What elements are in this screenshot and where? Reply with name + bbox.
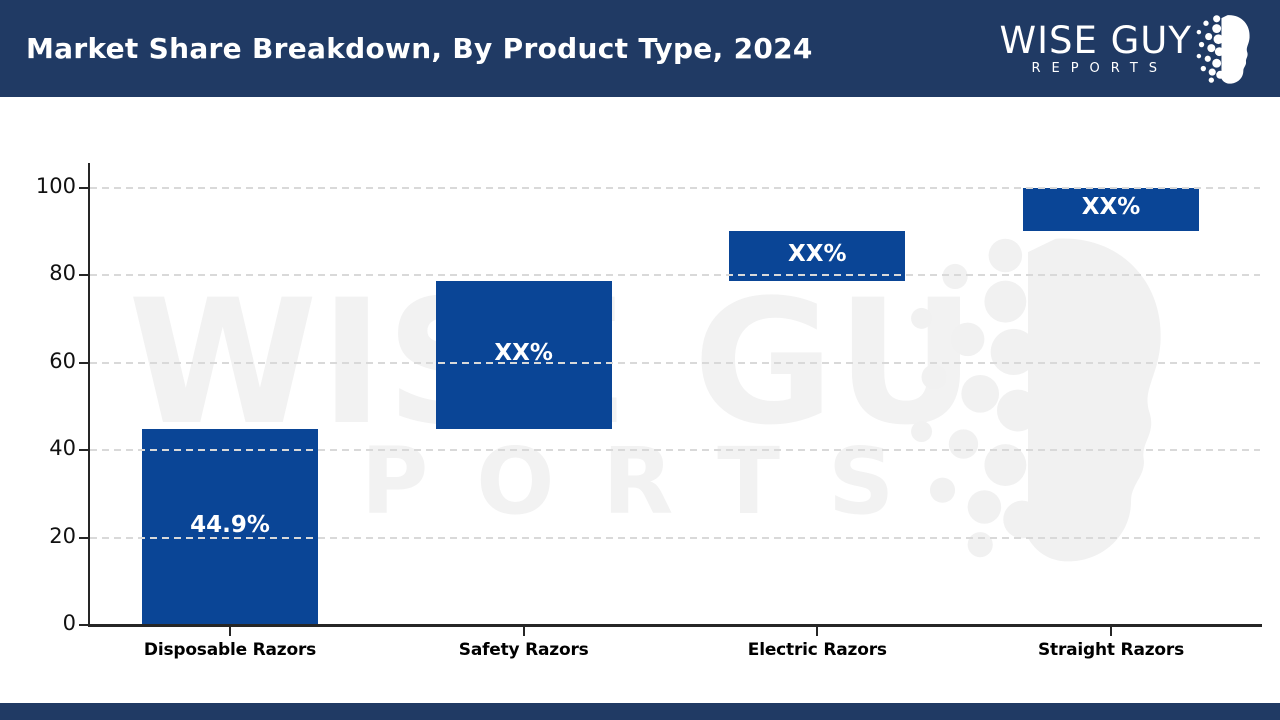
y-tick-mark xyxy=(79,361,88,364)
y-tick-label: 80 xyxy=(49,261,76,286)
logo-reports-label: REPORTS xyxy=(1031,61,1169,76)
y-tick-label: 0 xyxy=(62,611,76,635)
y-gridline xyxy=(90,361,1260,364)
y-tick-mark xyxy=(79,624,88,626)
bar-value-label: XX% xyxy=(494,339,553,366)
y-gridline xyxy=(90,274,1260,277)
x-axis-line xyxy=(88,624,1262,627)
watermark-text-line2: EPORTS xyxy=(250,428,943,535)
logo-wordmark: WISE GUY xyxy=(999,19,1192,62)
y-tick-mark xyxy=(79,536,88,539)
bar-disposable-razors xyxy=(142,428,318,625)
bar-safety-razors xyxy=(435,281,612,429)
x-category-label-safety-razors: Safety Razors xyxy=(458,640,589,660)
x-category-label-disposable-razors: Disposable Razors xyxy=(143,640,317,660)
y-tick-mark xyxy=(79,187,88,189)
y-gridline xyxy=(90,187,1260,189)
wise-guy-reports-logo: WISE GUY REPORTS xyxy=(1000,10,1254,88)
y-tick-label: 40 xyxy=(49,436,76,461)
x-category-label-electric-razors: Electric Razors xyxy=(747,640,887,660)
bar-value-label: XX% xyxy=(1081,194,1141,221)
y-tick-label: 100 xyxy=(35,174,76,198)
y-tick-mark xyxy=(79,449,88,452)
bar-electric-razors xyxy=(729,231,906,282)
bar-straight-razors xyxy=(1023,187,1199,232)
logo-text: WISE GUY REPORTS xyxy=(1000,22,1192,75)
y-gridline xyxy=(90,449,1260,452)
face-dots-icon xyxy=(1190,10,1254,88)
x-tick-mark xyxy=(229,627,231,636)
y-tick-label: 20 xyxy=(49,523,76,548)
bar-value-label: 44.9% xyxy=(190,511,270,538)
x-tick-mark xyxy=(522,627,525,636)
page-title: Market Share Breakdown, By Product Type,… xyxy=(26,32,813,65)
footer-bar xyxy=(0,703,1280,720)
header-bar: Market Share Breakdown, By Product Type,… xyxy=(0,0,1280,97)
y-tick-mark xyxy=(79,274,88,277)
y-tick-label: 60 xyxy=(49,348,76,373)
y-gridline xyxy=(90,536,1260,539)
x-tick-mark xyxy=(816,627,819,636)
y-axis-line xyxy=(88,163,90,627)
x-tick-mark xyxy=(1110,627,1112,636)
x-category-label-straight-razors: Straight Razors xyxy=(1037,640,1184,660)
bar-value-label: XX% xyxy=(788,241,847,268)
